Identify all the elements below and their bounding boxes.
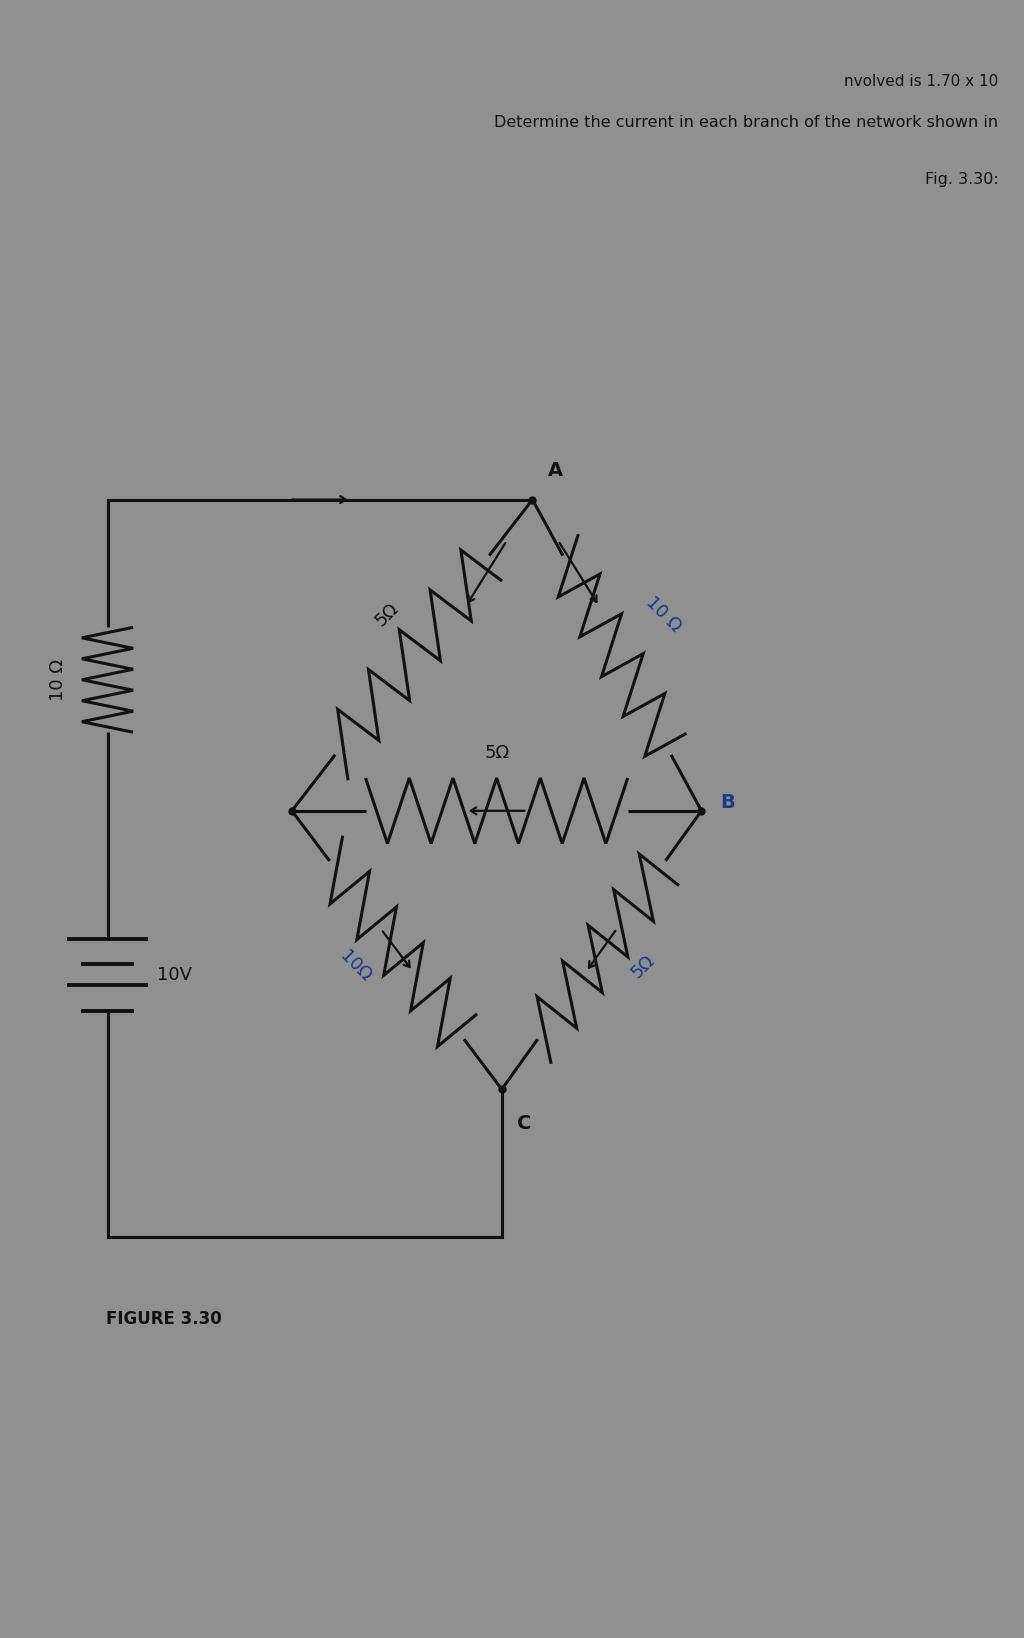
Text: B: B [720, 793, 734, 812]
Text: FIGURE 3.30: FIGURE 3.30 [105, 1310, 222, 1327]
Text: Determine the current in each branch of the network shown in: Determine the current in each branch of … [495, 115, 998, 129]
Text: 5Ω: 5Ω [628, 952, 657, 981]
Text: 10 Ω: 10 Ω [49, 658, 68, 701]
Text: A: A [548, 460, 563, 480]
Text: Fig. 3.30:: Fig. 3.30: [925, 172, 998, 187]
Text: 10Ω: 10Ω [337, 947, 375, 986]
Text: 10 Ω: 10 Ω [642, 593, 684, 636]
Text: C: C [517, 1114, 531, 1133]
Text: nvolved is 1.70 x 10: nvolved is 1.70 x 10 [844, 74, 998, 88]
Text: 5Ω: 5Ω [484, 744, 509, 762]
Text: 10V: 10V [157, 966, 191, 983]
Text: 5Ω: 5Ω [372, 600, 401, 629]
